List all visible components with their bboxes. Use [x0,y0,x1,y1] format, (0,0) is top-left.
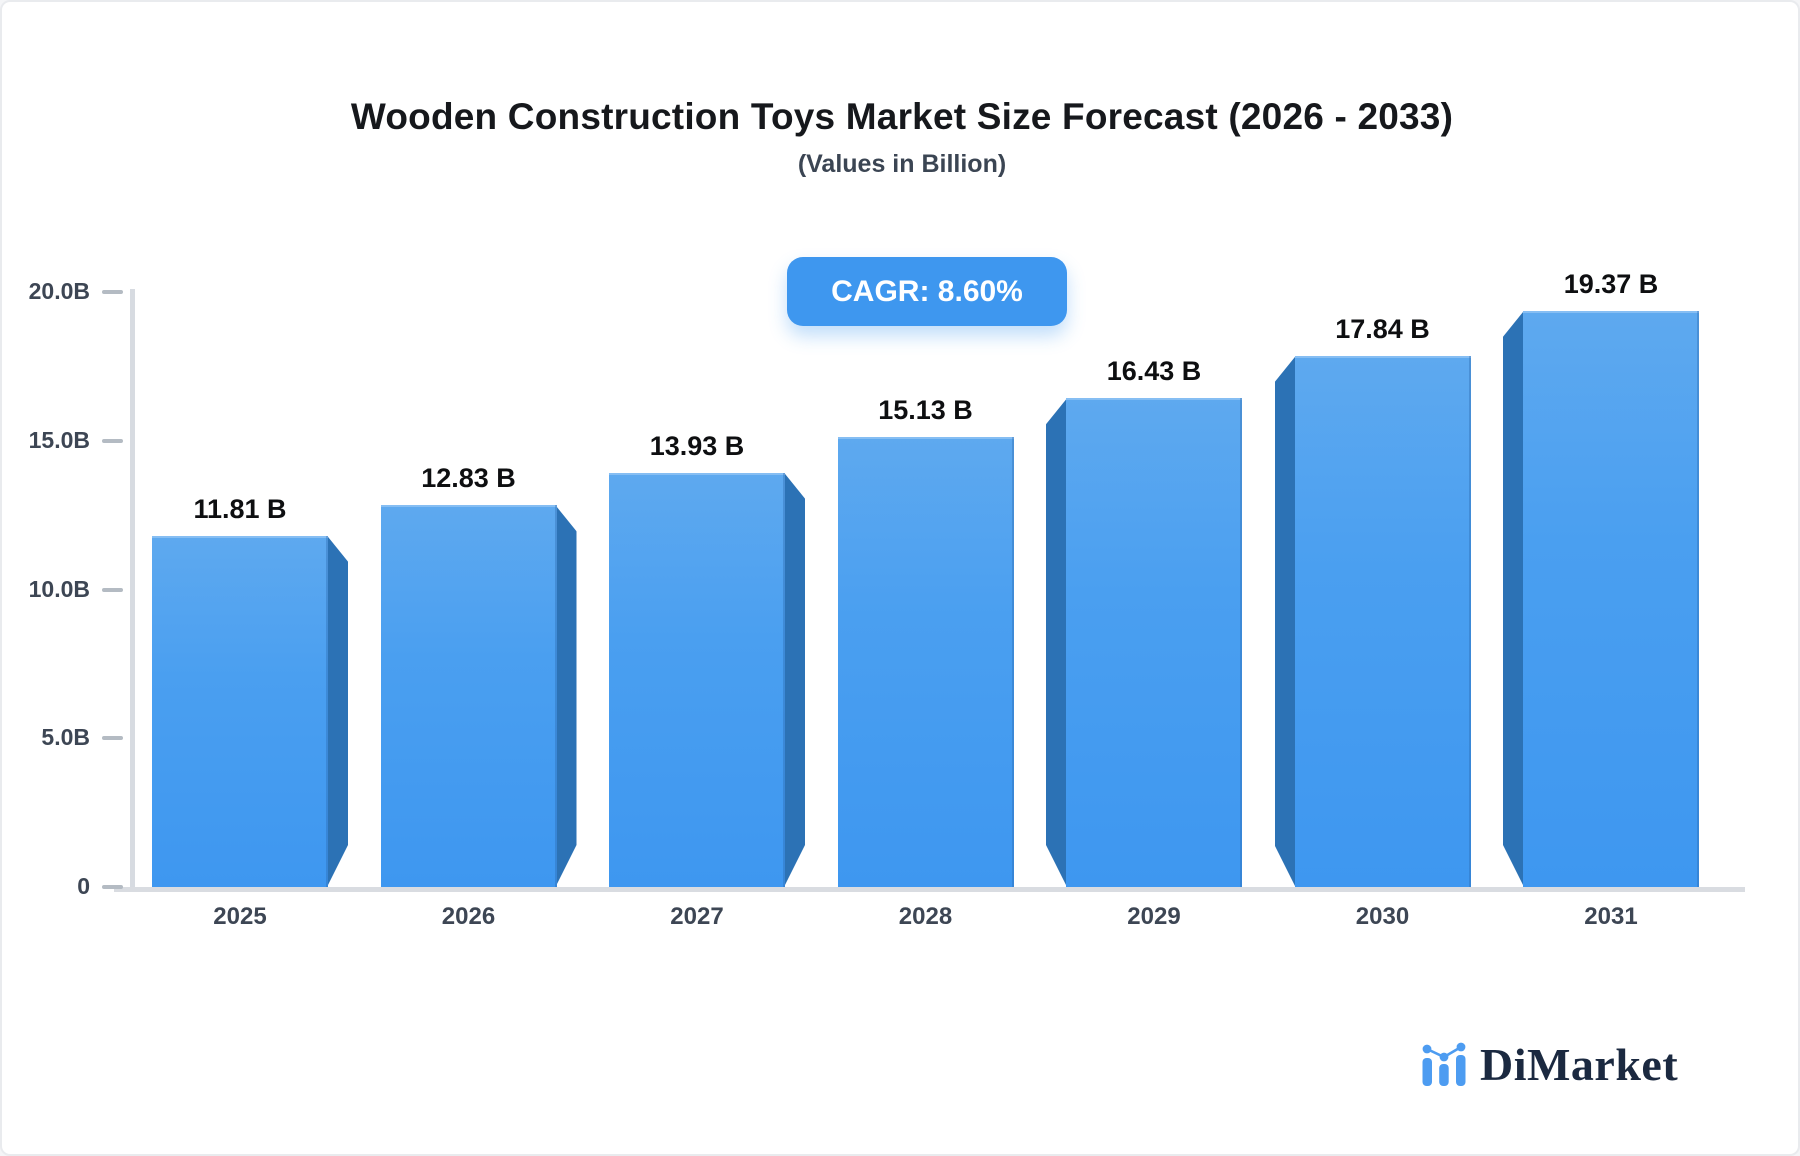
bar-2028 [837,436,1014,887]
y-tick-label: 20.0B [28,278,90,304]
y-tick-label: 5.0B [41,724,90,751]
cagr-badge: CAGR: 8.60% [787,257,1067,326]
bar-side-face [1503,311,1524,887]
bar-side-face [1046,398,1067,887]
x-axis-label-2026: 2026 [441,903,496,930]
y-tick-mark [102,290,123,294]
bar-2030 [1294,356,1471,887]
bar-2026 [380,505,557,887]
bar-value-label: 19.37 B [1563,268,1659,299]
x-axis-label-2030: 2030 [1355,903,1410,930]
bar-side-face [556,505,577,887]
y-axis-line [130,289,135,890]
bar-side-face [327,536,348,887]
y-tick-label: 15.0B [28,426,90,453]
bar-value-label: 15.13 B [878,394,973,425]
bar-side-face [784,473,805,887]
chart-subtitle: (Values in Billion) [797,150,1007,178]
y-tick-label: 0 [77,873,90,899]
mini-bar-line-chart-icon [1420,1042,1468,1088]
x-axis-label-2029: 2029 [1127,903,1181,930]
bar-2031 [1523,310,1699,887]
y-tick-mark [102,438,123,443]
x-axis-baseline [114,887,1745,892]
bar-2025 [152,535,328,887]
x-axis-label-2031: 2031 [1584,903,1638,930]
x-axis-label-2025: 2025 [213,903,267,930]
y-tick-label: 10.0B [28,575,90,602]
x-axis-label-2028: 2028 [898,903,953,930]
bar-value-label: 11.81 B [193,493,287,524]
bar-2027 [609,472,785,887]
brand-logo: DiMarket [1420,1042,1678,1088]
bar-value-label: 12.83 B [421,463,516,494]
bar-value-label: 17.84 B [1335,314,1430,345]
bar-value-label: 13.93 B [649,430,745,461]
chart-title: Wooden Construction Toys Market Size For… [350,96,1454,137]
y-tick-mark [102,885,123,889]
x-axis-label-2027: 2027 [670,903,724,930]
y-tick-mark [102,587,123,592]
brand-name: DiMarket [1480,1039,1679,1090]
y-tick-mark [102,736,123,741]
bar-value-label: 16.43 B [1106,356,1202,387]
bar-2029 [1066,398,1242,887]
bar-side-face [1275,356,1296,887]
